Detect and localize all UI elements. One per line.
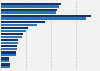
- Bar: [1, 45, 17, 47]
- Bar: [1, 11, 56, 14]
- Bar: [1, 63, 10, 66]
- Bar: [1, 17, 86, 20]
- Bar: [1, 48, 17, 50]
- Bar: [1, 27, 28, 29]
- Bar: [1, 42, 18, 44]
- Bar: [1, 39, 18, 41]
- Bar: [1, 24, 37, 26]
- Bar: [1, 54, 16, 56]
- Bar: [1, 3, 61, 5]
- Bar: [1, 9, 57, 11]
- Bar: [1, 15, 92, 17]
- Bar: [1, 21, 45, 23]
- Bar: [1, 51, 16, 54]
- Bar: [1, 36, 22, 38]
- Bar: [1, 33, 23, 35]
- Bar: [1, 66, 10, 68]
- Bar: [1, 5, 59, 8]
- Bar: [1, 30, 26, 32]
- Bar: [1, 57, 9, 60]
- Bar: [1, 60, 9, 62]
